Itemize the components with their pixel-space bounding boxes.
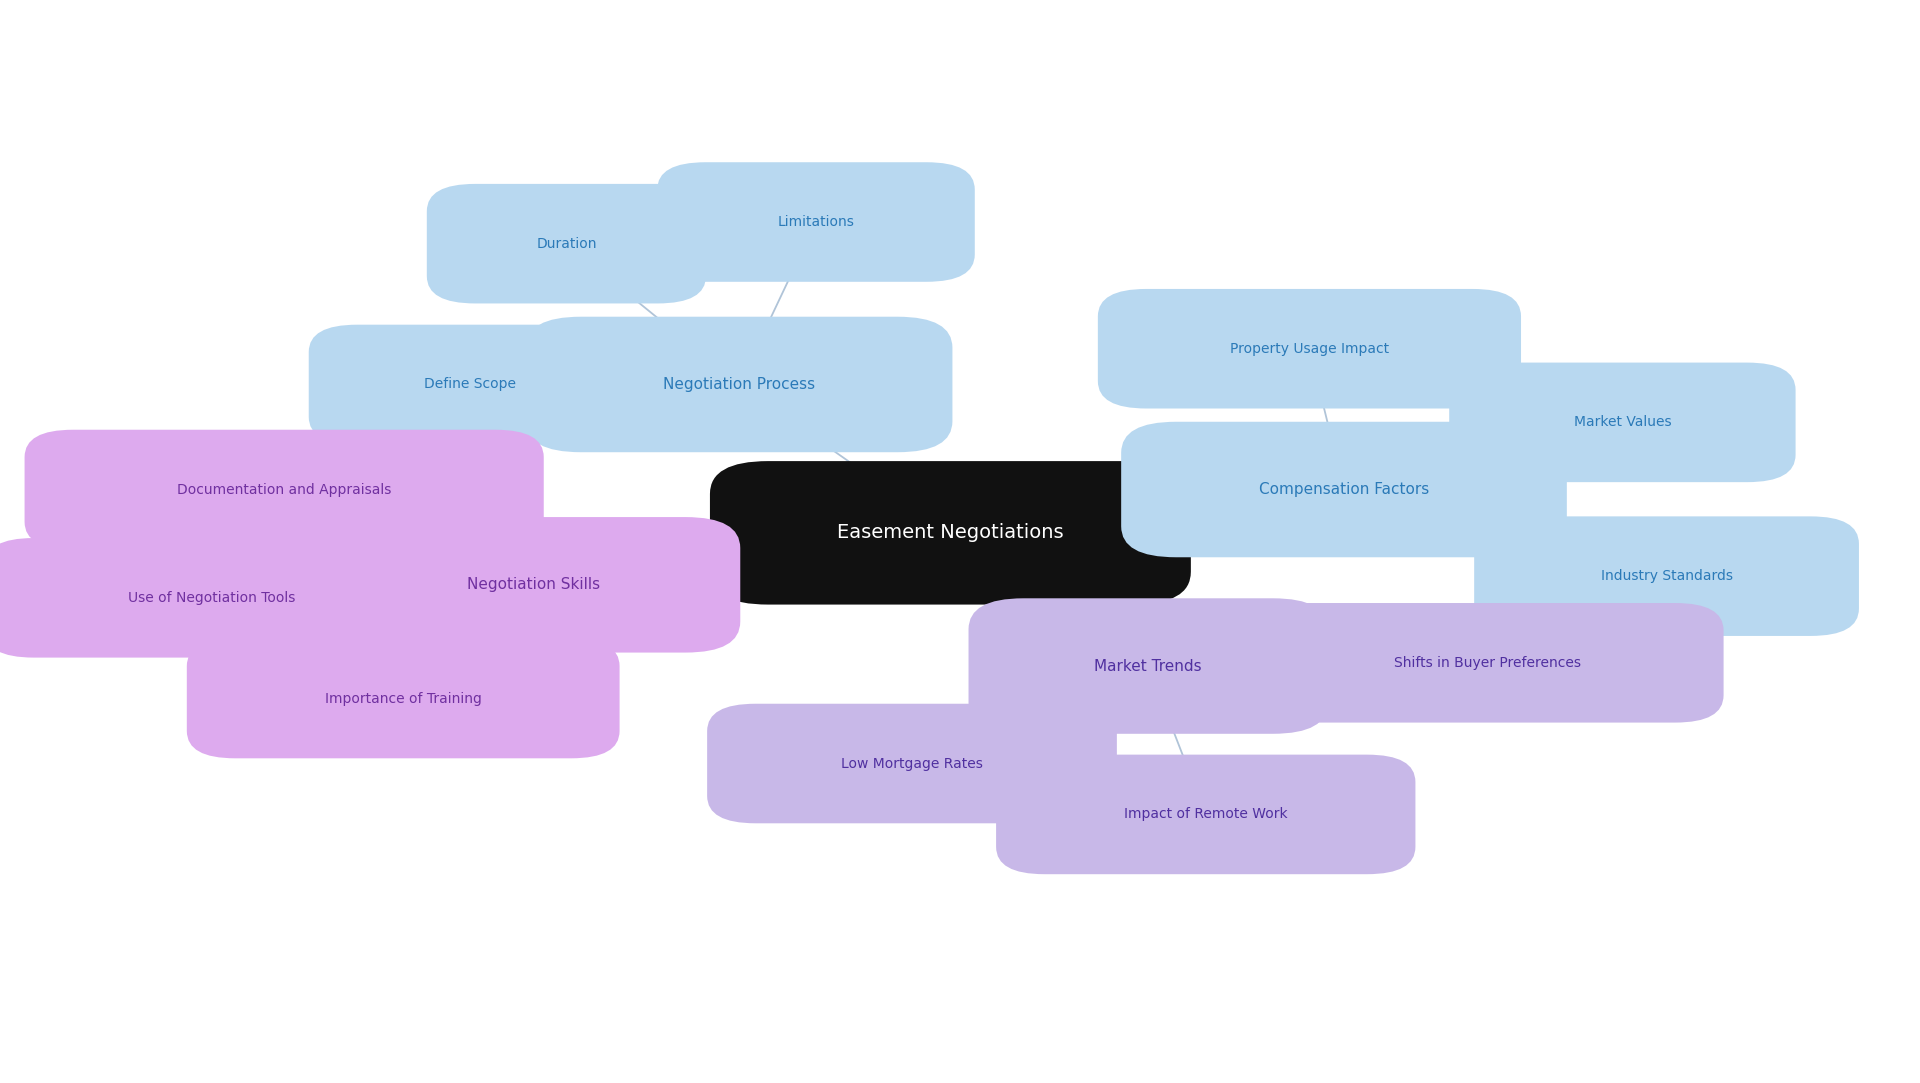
FancyBboxPatch shape [309,325,632,444]
FancyBboxPatch shape [1450,363,1795,482]
Text: Shifts in Buyer Preferences: Shifts in Buyer Preferences [1394,656,1582,669]
Text: Negotiation Skills: Negotiation Skills [467,577,601,592]
Text: Compensation Factors: Compensation Factors [1260,482,1428,497]
FancyBboxPatch shape [25,430,543,549]
FancyBboxPatch shape [426,184,707,303]
FancyBboxPatch shape [996,755,1415,874]
FancyBboxPatch shape [968,598,1329,734]
Text: Duration: Duration [536,237,597,250]
Text: Easement Negotiations: Easement Negotiations [837,523,1064,543]
Text: Market Values: Market Values [1574,416,1670,429]
FancyBboxPatch shape [1475,517,1859,636]
FancyBboxPatch shape [1121,421,1567,558]
FancyBboxPatch shape [326,517,741,653]
Text: Limitations: Limitations [778,216,854,229]
Text: Impact of Remote Work: Impact of Remote Work [1123,808,1288,821]
Text: Documentation and Appraisals: Documentation and Appraisals [177,483,392,496]
FancyBboxPatch shape [710,461,1190,604]
FancyBboxPatch shape [1252,603,1724,722]
Text: Industry Standards: Industry Standards [1601,570,1732,583]
Text: Define Scope: Define Scope [424,378,516,391]
FancyBboxPatch shape [186,639,620,758]
Text: Negotiation Process: Negotiation Process [662,377,816,392]
FancyBboxPatch shape [657,162,975,282]
FancyBboxPatch shape [0,538,438,657]
Text: Use of Negotiation Tools: Use of Negotiation Tools [127,591,296,604]
FancyBboxPatch shape [707,704,1117,823]
Text: Market Trends: Market Trends [1094,658,1202,674]
Text: Importance of Training: Importance of Training [324,692,482,705]
FancyBboxPatch shape [1098,289,1521,408]
FancyBboxPatch shape [526,316,952,453]
Text: Low Mortgage Rates: Low Mortgage Rates [841,757,983,770]
Text: Property Usage Impact: Property Usage Impact [1231,342,1388,355]
